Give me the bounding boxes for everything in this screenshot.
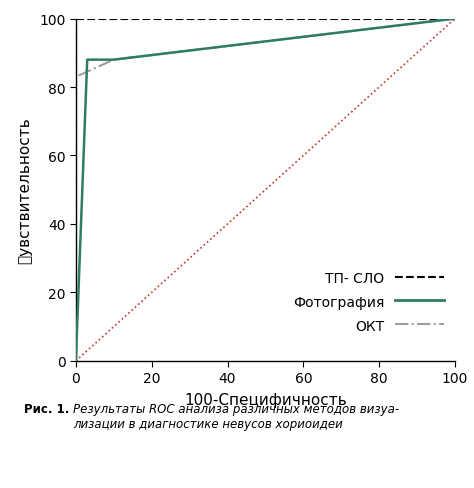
Legend: ТП- СЛО, Фотография, ОКТ: ТП- СЛО, Фотография, ОКТ	[289, 267, 448, 337]
Text: Рис. 1.: Рис. 1.	[24, 403, 69, 416]
Text: Результаты ROC анализа различных методов визуа-
лизации в диагностике невусов хо: Результаты ROC анализа различных методов…	[73, 403, 400, 430]
Y-axis label: 䉻увствительность: 䉻увствительность	[17, 117, 32, 264]
X-axis label: 100-Специфичность: 100-Специфичность	[184, 392, 347, 407]
